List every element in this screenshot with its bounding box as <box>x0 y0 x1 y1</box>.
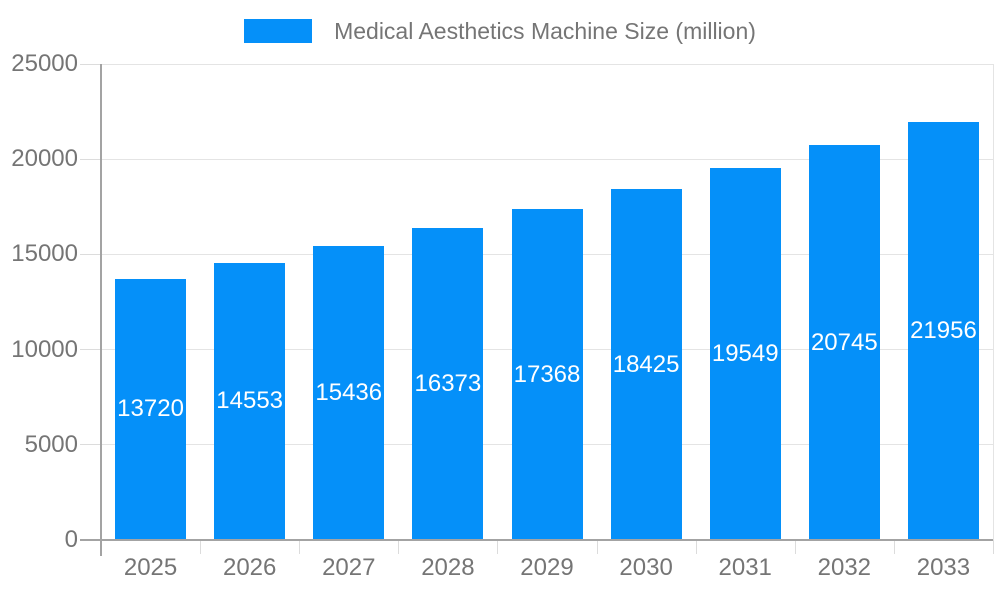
y-axis-tick <box>80 444 101 446</box>
y-axis-label: 10000 <box>11 335 78 363</box>
bar <box>313 246 385 540</box>
grid-line <box>101 158 993 160</box>
x-axis-label: 2026 <box>222 554 277 581</box>
y-axis-tick <box>80 63 101 65</box>
y-axis-tick <box>80 158 101 160</box>
bar <box>907 121 979 540</box>
bar-value-label: 21956 <box>910 316 977 344</box>
y-axis-label: 15000 <box>11 240 78 268</box>
x-axis-tick <box>497 540 499 554</box>
x-axis-tick <box>794 540 796 554</box>
x-axis-label: 2025 <box>123 554 178 581</box>
bar <box>511 209 583 540</box>
bar <box>412 228 484 540</box>
bar-value-label: 15436 <box>315 379 383 407</box>
bar-value-label: 19549 <box>711 339 779 367</box>
x-axis-label: 2032 <box>817 554 872 581</box>
x-axis-label: 2027 <box>322 554 376 581</box>
x-axis-tick <box>398 540 400 554</box>
x-axis-label: 2029 <box>520 554 574 581</box>
bar-value-label: 20745 <box>810 328 878 356</box>
x-axis-tick <box>993 540 994 554</box>
y-axis-line <box>100 64 102 556</box>
x-axis-tick <box>596 540 598 554</box>
plot-border-right <box>993 64 994 540</box>
bar <box>709 167 781 540</box>
bar <box>610 189 682 540</box>
bar-value-label: 18425 <box>612 350 680 378</box>
bar-value-label: 14553 <box>216 387 284 415</box>
bar <box>808 145 880 540</box>
bar <box>214 262 286 540</box>
y-axis-tick <box>80 349 101 351</box>
bar-value-label: 17368 <box>513 360 581 388</box>
y-axis-tick <box>80 253 101 255</box>
x-axis-tick <box>200 540 202 554</box>
x-axis-label: 2030 <box>619 554 673 581</box>
x-axis-label: 2028 <box>421 554 475 581</box>
x-axis-tick <box>299 540 301 554</box>
y-axis-label: 0 <box>64 526 78 553</box>
x-axis-tick <box>695 540 697 554</box>
bar <box>115 278 187 540</box>
grid-line <box>101 63 993 65</box>
x-axis-tick <box>893 540 895 554</box>
bar-value-label: 16373 <box>414 370 482 398</box>
bar-value-label: 13720 <box>117 395 184 423</box>
x-axis-line <box>80 539 993 541</box>
x-axis-label: 2031 <box>718 554 772 581</box>
y-axis-label: 5000 <box>24 430 78 458</box>
legend-swatch <box>244 19 313 43</box>
y-axis-label: 20000 <box>11 145 78 173</box>
y-axis-label: 25000 <box>11 50 78 77</box>
legend-item[interactable]: Medical Aesthetics Machine Size (million… <box>0 17 1000 45</box>
x-axis-label: 2033 <box>916 554 971 581</box>
legend-label: Medical Aesthetics Machine Size (million… <box>334 18 756 44</box>
